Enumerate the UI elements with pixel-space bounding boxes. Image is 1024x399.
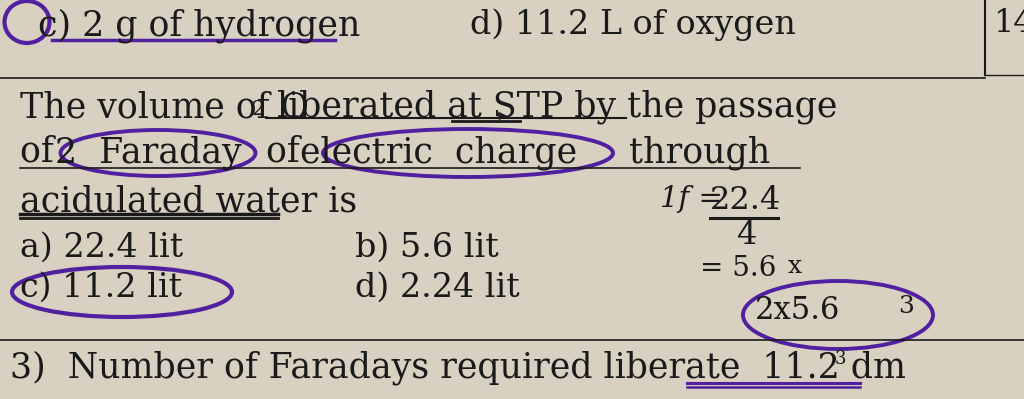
Text: liberated at STP by the passage: liberated at STP by the passage <box>266 90 838 124</box>
Text: 3: 3 <box>835 350 847 368</box>
Text: 2: 2 <box>252 100 265 119</box>
Text: The volume of O: The volume of O <box>20 90 309 124</box>
Text: electric  charge: electric charge <box>300 135 578 170</box>
Text: acidulated water is: acidulated water is <box>20 185 357 219</box>
Text: c) 11.2 lit: c) 11.2 lit <box>20 272 182 304</box>
Text: through: through <box>618 135 770 170</box>
Text: d) 11.2 L of oxygen: d) 11.2 L of oxygen <box>470 8 796 41</box>
Text: d) 2.24 lit: d) 2.24 lit <box>355 272 520 304</box>
Text: 2  Faraday: 2 Faraday <box>55 135 242 170</box>
Text: of: of <box>20 135 65 169</box>
Text: 1f =: 1f = <box>660 185 723 213</box>
Text: of: of <box>255 135 310 169</box>
Text: 3: 3 <box>898 295 913 318</box>
Text: 14: 14 <box>993 8 1024 39</box>
Text: 2x5.6: 2x5.6 <box>755 295 841 326</box>
Text: = 5.6: = 5.6 <box>700 255 776 282</box>
Text: c) 2 g of hydrogen: c) 2 g of hydrogen <box>38 8 360 43</box>
Text: x: x <box>788 255 802 278</box>
Text: 3)  Number of Faradays required liberate  11.2 dm: 3) Number of Faradays required liberate … <box>10 350 906 385</box>
Text: 22.4: 22.4 <box>710 185 781 216</box>
Text: 4: 4 <box>737 220 758 251</box>
Text: a) 22.4 lit: a) 22.4 lit <box>20 232 183 264</box>
Text: b) 5.6 lit: b) 5.6 lit <box>355 232 499 264</box>
